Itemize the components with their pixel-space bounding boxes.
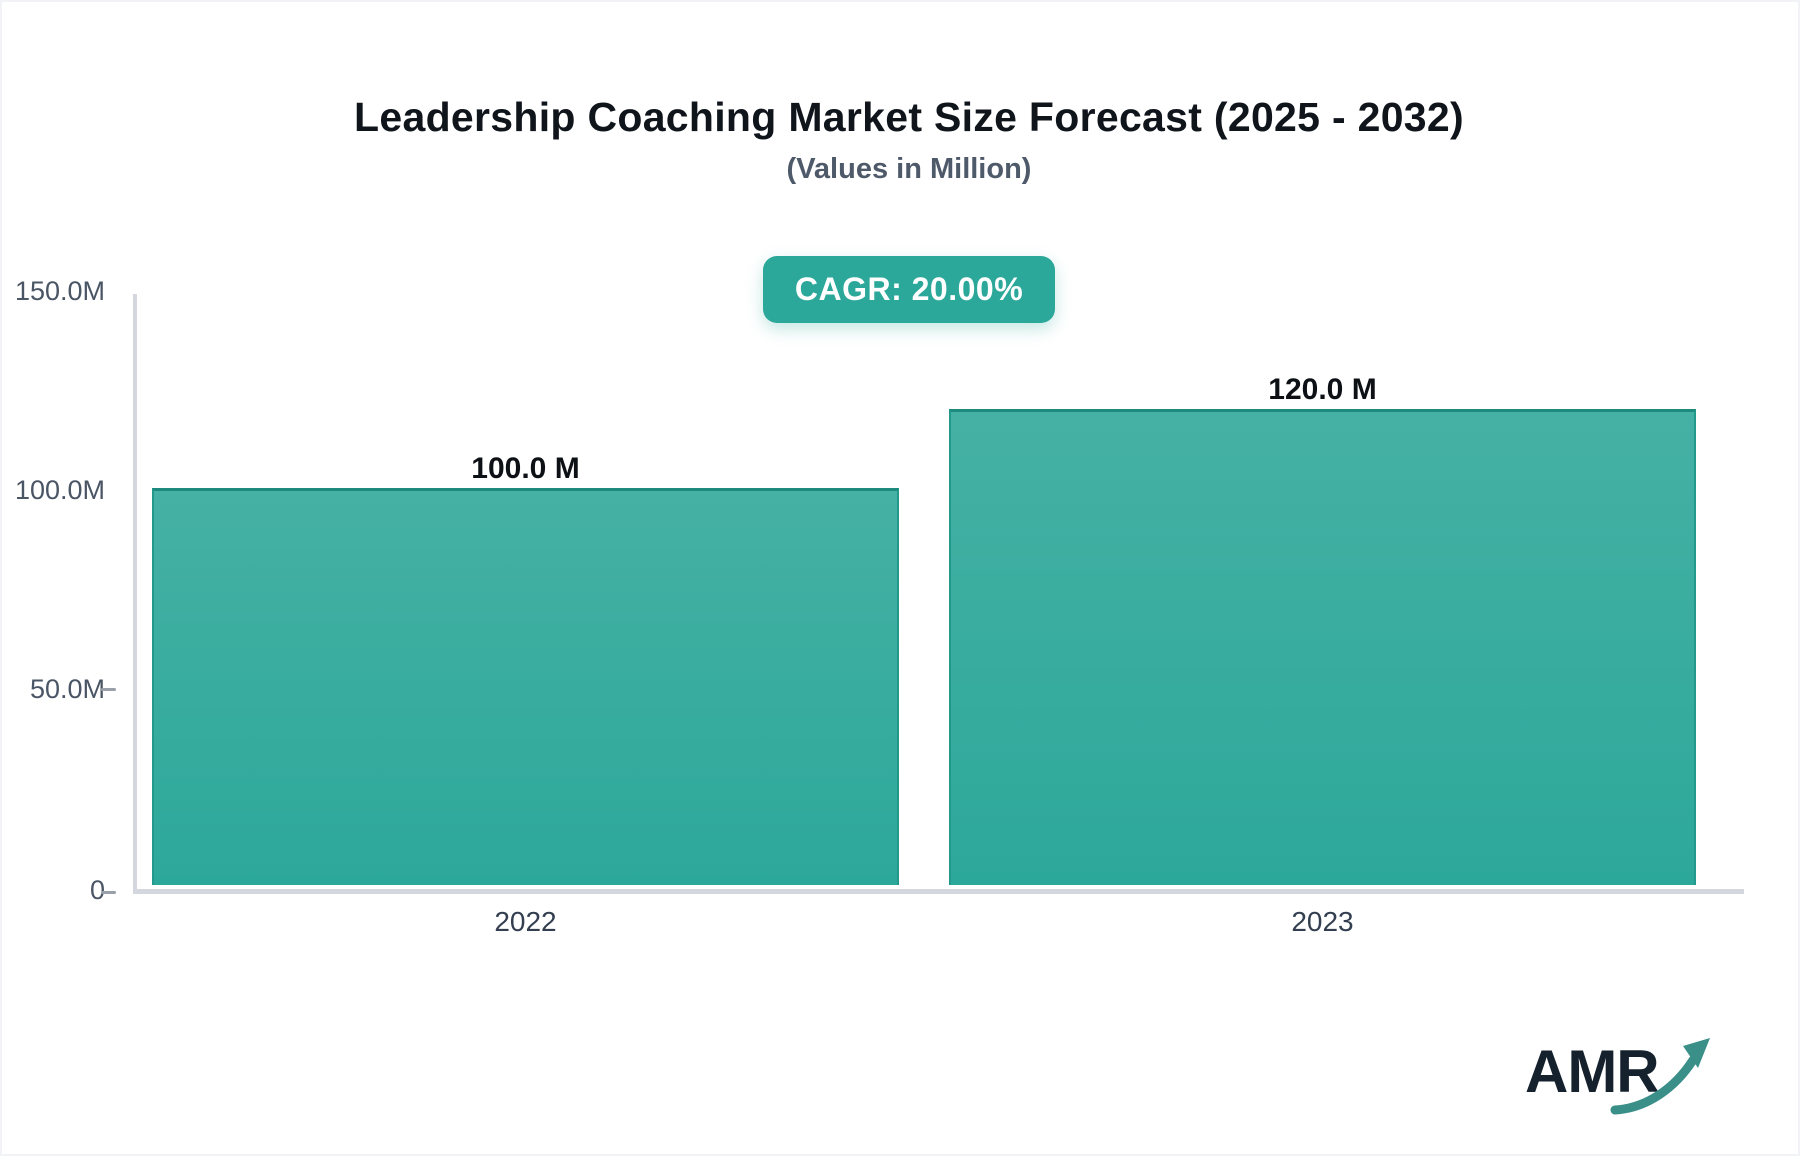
chart-subtitle: (Values in Million)	[786, 153, 1032, 185]
amr-logo-arrowhead-icon	[1683, 1038, 1710, 1068]
x-axis-line	[133, 889, 1744, 894]
y-tick-label-150: 150.0M	[14, 276, 105, 306]
chart-header: Leadership Coaching Market Size Forecast…	[52, 2, 1766, 323]
x-tick-label-2022: 2022	[494, 906, 557, 937]
bar-2023[interactable]	[949, 409, 1696, 885]
amr-logo-swoosh-arrow-icon	[1610, 1055, 1698, 1115]
y-tick-label-100: 100.0M	[14, 475, 105, 505]
y-tick-mark-0	[101, 891, 116, 894]
bar-value-label: 120.0 M	[1268, 373, 1377, 406]
x-tick-label-2023: 2023	[1291, 906, 1354, 937]
bar-value-label: 100.0 M	[471, 452, 580, 485]
y-tick-label-0: 0	[89, 875, 105, 905]
y-axis-line	[133, 294, 137, 894]
bar-2022[interactable]	[152, 488, 899, 885]
amr-logo-text: AMR	[1525, 1038, 1659, 1105]
amr-logo: AMR	[1525, 1038, 1710, 1115]
cagr-badge: CAGR: 20.00%	[762, 256, 1056, 323]
y-tick-mark-50	[101, 688, 116, 691]
y-tick-label-50: 50.0M	[29, 674, 105, 704]
chart-title: Leadership Coaching Market Size Forecast…	[354, 94, 1464, 140]
